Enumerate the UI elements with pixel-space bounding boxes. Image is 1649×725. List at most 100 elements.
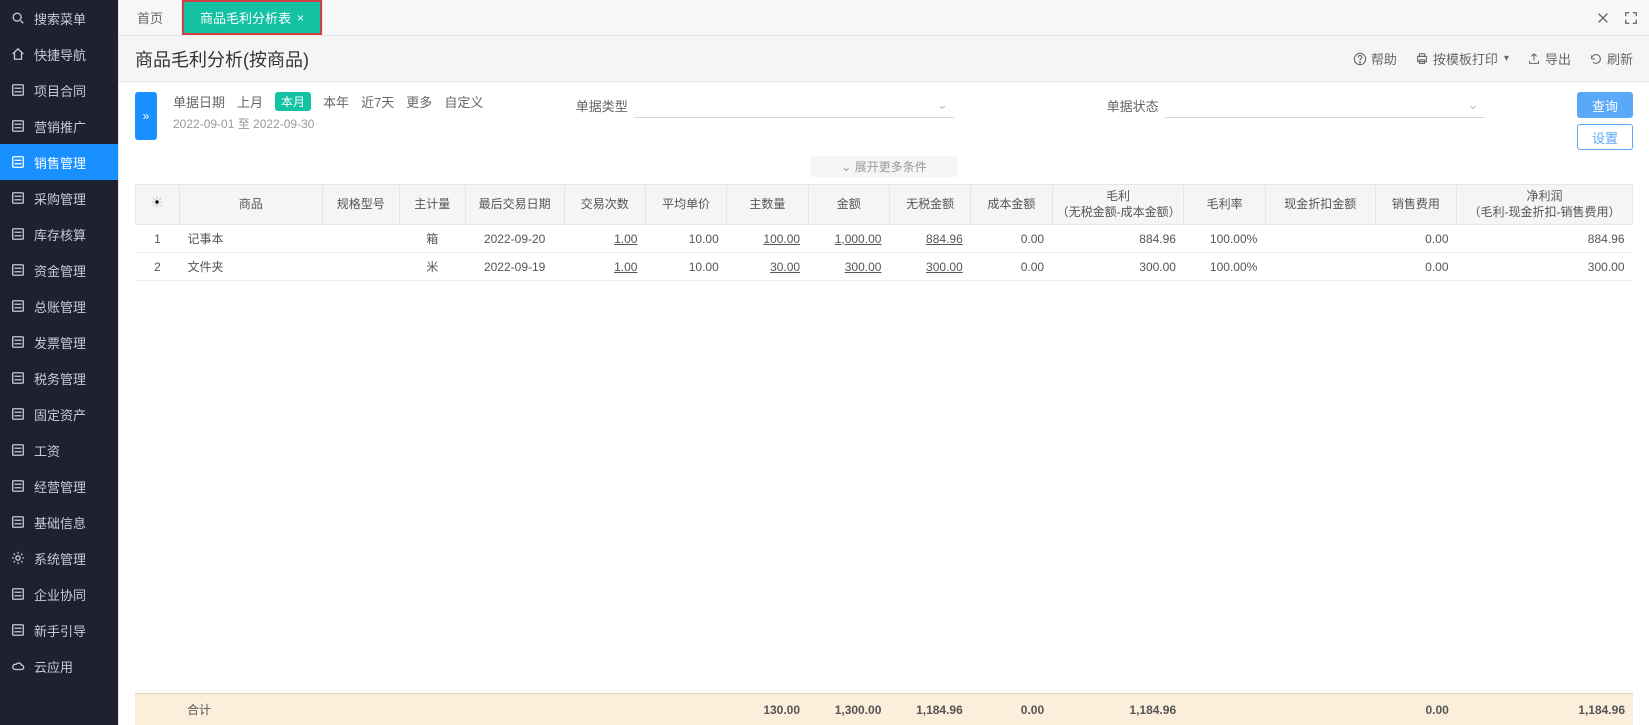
cell-sales_fee: 0.00 bbox=[1375, 253, 1456, 281]
fullscreen-icon[interactable] bbox=[1621, 8, 1641, 28]
cell-margin: 100.00% bbox=[1184, 253, 1265, 281]
sidebar-item-label: 销售管理 bbox=[34, 153, 86, 172]
sidebar-item-label: 搜索菜单 bbox=[34, 9, 86, 28]
col-header-10[interactable]: 成本金额 bbox=[971, 185, 1052, 225]
sidebar-item-5[interactable]: 采购管理 bbox=[0, 180, 118, 216]
cell-qty[interactable]: 30.00 bbox=[727, 253, 808, 281]
sidebar-item-18[interactable]: 云应用 bbox=[0, 648, 118, 684]
help-button[interactable]: 帮助 bbox=[1353, 49, 1397, 68]
sidebar-item-16[interactable]: 企业协同 bbox=[0, 576, 118, 612]
tab-0[interactable]: 首页 bbox=[119, 0, 182, 35]
col-header-1[interactable]: 商品 bbox=[179, 185, 322, 225]
cell-gross: 884.96 bbox=[1052, 225, 1184, 253]
sidebar-item-4[interactable]: 销售管理 bbox=[0, 144, 118, 180]
cell-tx_count[interactable]: 1.00 bbox=[564, 253, 645, 281]
sidebar-item-2[interactable]: 项目合同 bbox=[0, 72, 118, 108]
tab-1[interactable]: 商品毛利分析表× bbox=[182, 0, 323, 35]
cell-idx: 2 bbox=[136, 253, 180, 281]
sidebar-item-10[interactable]: 税务管理 bbox=[0, 360, 118, 396]
col-header-11[interactable]: 毛利（无税金额-成本金额） bbox=[1052, 185, 1184, 225]
chevron-down-icon: ⌄ bbox=[1468, 97, 1479, 113]
col-header-13[interactable]: 现金折扣金额 bbox=[1265, 185, 1375, 225]
refresh-button[interactable]: 刷新 bbox=[1589, 49, 1633, 68]
cart-icon bbox=[10, 154, 26, 170]
gear-icon[interactable] bbox=[151, 197, 163, 211]
close-tab-icon[interactable] bbox=[1593, 8, 1613, 28]
cell-amount_notax[interactable]: 300.00 bbox=[889, 253, 970, 281]
col-header-12[interactable]: 毛利率 bbox=[1184, 185, 1265, 225]
col-header-3[interactable]: 主计量 bbox=[399, 185, 465, 225]
cell-amount_notax[interactable]: 884.96 bbox=[889, 225, 970, 253]
close-icon[interactable]: × bbox=[297, 11, 304, 25]
filter-last-month[interactable]: 上月 bbox=[237, 92, 263, 111]
col-header-2[interactable]: 规格型号 bbox=[322, 185, 399, 225]
total-sales-fee: 0.00 bbox=[1375, 694, 1456, 725]
sidebar-item-label: 营销推广 bbox=[34, 117, 86, 136]
sidebar-item-13[interactable]: 经营管理 bbox=[0, 468, 118, 504]
col-header-4[interactable]: 最后交易日期 bbox=[465, 185, 564, 225]
filter-more[interactable]: 更多 bbox=[406, 92, 432, 111]
sidebar-item-6[interactable]: 库存核算 bbox=[0, 216, 118, 252]
filter-custom[interactable]: 自定义 bbox=[444, 92, 483, 111]
filter-last-7d[interactable]: 近7天 bbox=[361, 92, 394, 111]
cell-avg_price: 10.00 bbox=[645, 225, 726, 253]
cell-net: 884.96 bbox=[1457, 225, 1633, 253]
sidebar-item-14[interactable]: 基础信息 bbox=[0, 504, 118, 540]
collapse-filter-button[interactable]: » bbox=[135, 92, 157, 140]
print-template-button[interactable]: 按模板打印 ▾ bbox=[1415, 49, 1509, 68]
col-header-6[interactable]: 平均单价 bbox=[645, 185, 726, 225]
sidebar-item-label: 采购管理 bbox=[34, 189, 86, 208]
sidebar-item-label: 企业协同 bbox=[34, 585, 86, 604]
sidebar-item-label: 项目合同 bbox=[34, 81, 86, 100]
sidebar-item-8[interactable]: 总账管理 bbox=[0, 288, 118, 324]
cell-name: 记事本 bbox=[179, 225, 322, 253]
sidebar-item-label: 工资 bbox=[34, 441, 60, 460]
sidebar-item-label: 总账管理 bbox=[34, 297, 86, 316]
sidebar-item-11[interactable]: 固定资产 bbox=[0, 396, 118, 432]
sidebar-item-1[interactable]: 快捷导航 bbox=[0, 36, 118, 72]
export-button[interactable]: 导出 bbox=[1527, 49, 1571, 68]
filter-type-select[interactable]: ⌄ bbox=[634, 92, 954, 118]
filter-this-month[interactable]: 本月 bbox=[275, 92, 311, 111]
sidebar-item-17[interactable]: 新手引导 bbox=[0, 612, 118, 648]
asset-icon bbox=[10, 406, 26, 422]
filter-status-select[interactable]: ⌄ bbox=[1165, 92, 1485, 118]
sidebar-item-label: 云应用 bbox=[34, 657, 73, 676]
col-header-7[interactable]: 主数量 bbox=[727, 185, 808, 225]
cell-cost: 0.00 bbox=[971, 253, 1052, 281]
salary-icon bbox=[10, 442, 26, 458]
sidebar-item-12[interactable]: 工资 bbox=[0, 432, 118, 468]
tab-bar: 首页商品毛利分析表× bbox=[119, 0, 1649, 36]
col-header-0[interactable] bbox=[136, 185, 180, 225]
cell-idx: 1 bbox=[136, 225, 180, 253]
settings-button[interactable]: 设置 bbox=[1577, 124, 1633, 150]
cell-amount[interactable]: 1,000.00 bbox=[808, 225, 889, 253]
col-header-5[interactable]: 交易次数 bbox=[564, 185, 645, 225]
col-header-14[interactable]: 销售费用 bbox=[1375, 185, 1456, 225]
cell-amount[interactable]: 300.00 bbox=[808, 253, 889, 281]
tab-label: 首页 bbox=[137, 8, 163, 27]
cell-qty[interactable]: 100.00 bbox=[727, 225, 808, 253]
total-cost: 0.00 bbox=[971, 694, 1052, 725]
table-row: 2文件夹米2022-09-191.0010.0030.00300.00300.0… bbox=[136, 253, 1633, 281]
sidebar-item-label: 快捷导航 bbox=[34, 45, 86, 64]
sidebar-item-9[interactable]: 发票管理 bbox=[0, 324, 118, 360]
sidebar-item-label: 基础信息 bbox=[34, 513, 86, 532]
home-icon bbox=[10, 46, 26, 62]
filter-this-year[interactable]: 本年 bbox=[323, 92, 349, 111]
sidebar-item-0[interactable]: 搜索菜单 bbox=[0, 0, 118, 36]
sidebar-item-3[interactable]: 营销推广 bbox=[0, 108, 118, 144]
cloud-icon bbox=[10, 658, 26, 674]
sidebar-item-15[interactable]: 系统管理 bbox=[0, 540, 118, 576]
col-header-8[interactable]: 金额 bbox=[808, 185, 889, 225]
expand-more-button[interactable]: ⌄ 展开更多条件 bbox=[811, 156, 956, 177]
cell-tx_count[interactable]: 1.00 bbox=[564, 225, 645, 253]
doc-icon bbox=[10, 82, 26, 98]
filter-type-label: 单据类型 bbox=[576, 96, 628, 115]
invoice-icon bbox=[10, 334, 26, 350]
filter-bar: » 单据日期 上月 本月 本年 近7天 更多 自定义 2022-09-01 至 … bbox=[119, 82, 1649, 154]
col-header-15[interactable]: 净利润（毛利-现金折扣-销售费用） bbox=[1457, 185, 1633, 225]
query-button[interactable]: 查询 bbox=[1577, 92, 1633, 118]
sidebar-item-7[interactable]: 资金管理 bbox=[0, 252, 118, 288]
col-header-9[interactable]: 无税金额 bbox=[889, 185, 970, 225]
